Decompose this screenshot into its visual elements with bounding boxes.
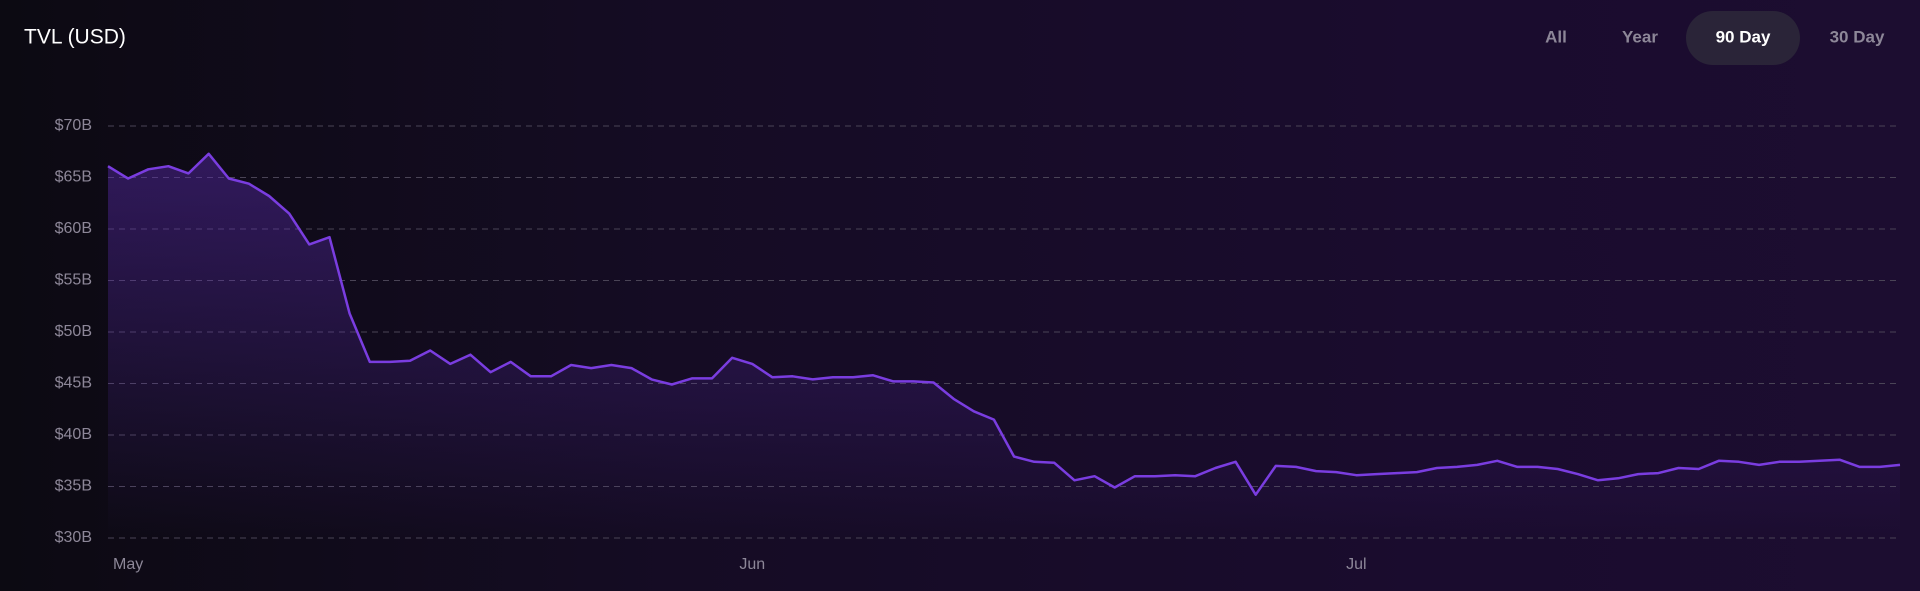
y-tick-label: $65B [55,169,92,186]
x-tick-label: Jun [739,556,765,573]
area [108,153,1900,539]
y-tick-label: $50B [55,323,92,340]
y-tick-label: $40B [55,426,92,443]
x-tick-label: Jul [1346,556,1366,573]
line [107,152,1901,496]
selected-pill [1686,11,1800,65]
y-tick-label: $70B [55,117,92,134]
y-tick-label: $55B [55,272,92,289]
y-tick-label: $35B [55,478,92,495]
x-tick-label: May [113,556,143,573]
timeframe-button[interactable]: Year [1622,27,1658,46]
timeframe-button[interactable]: 90 Day [1716,27,1771,46]
timeframe-button[interactable]: 30 Day [1830,27,1885,46]
y-tick-label: $30B [55,529,92,546]
timeframe-button[interactable]: All [1545,27,1567,46]
y-tick-label: $60B [55,220,92,237]
chart-title: TVL (USD) [24,26,126,49]
y-tick-label: $45B [55,375,92,392]
